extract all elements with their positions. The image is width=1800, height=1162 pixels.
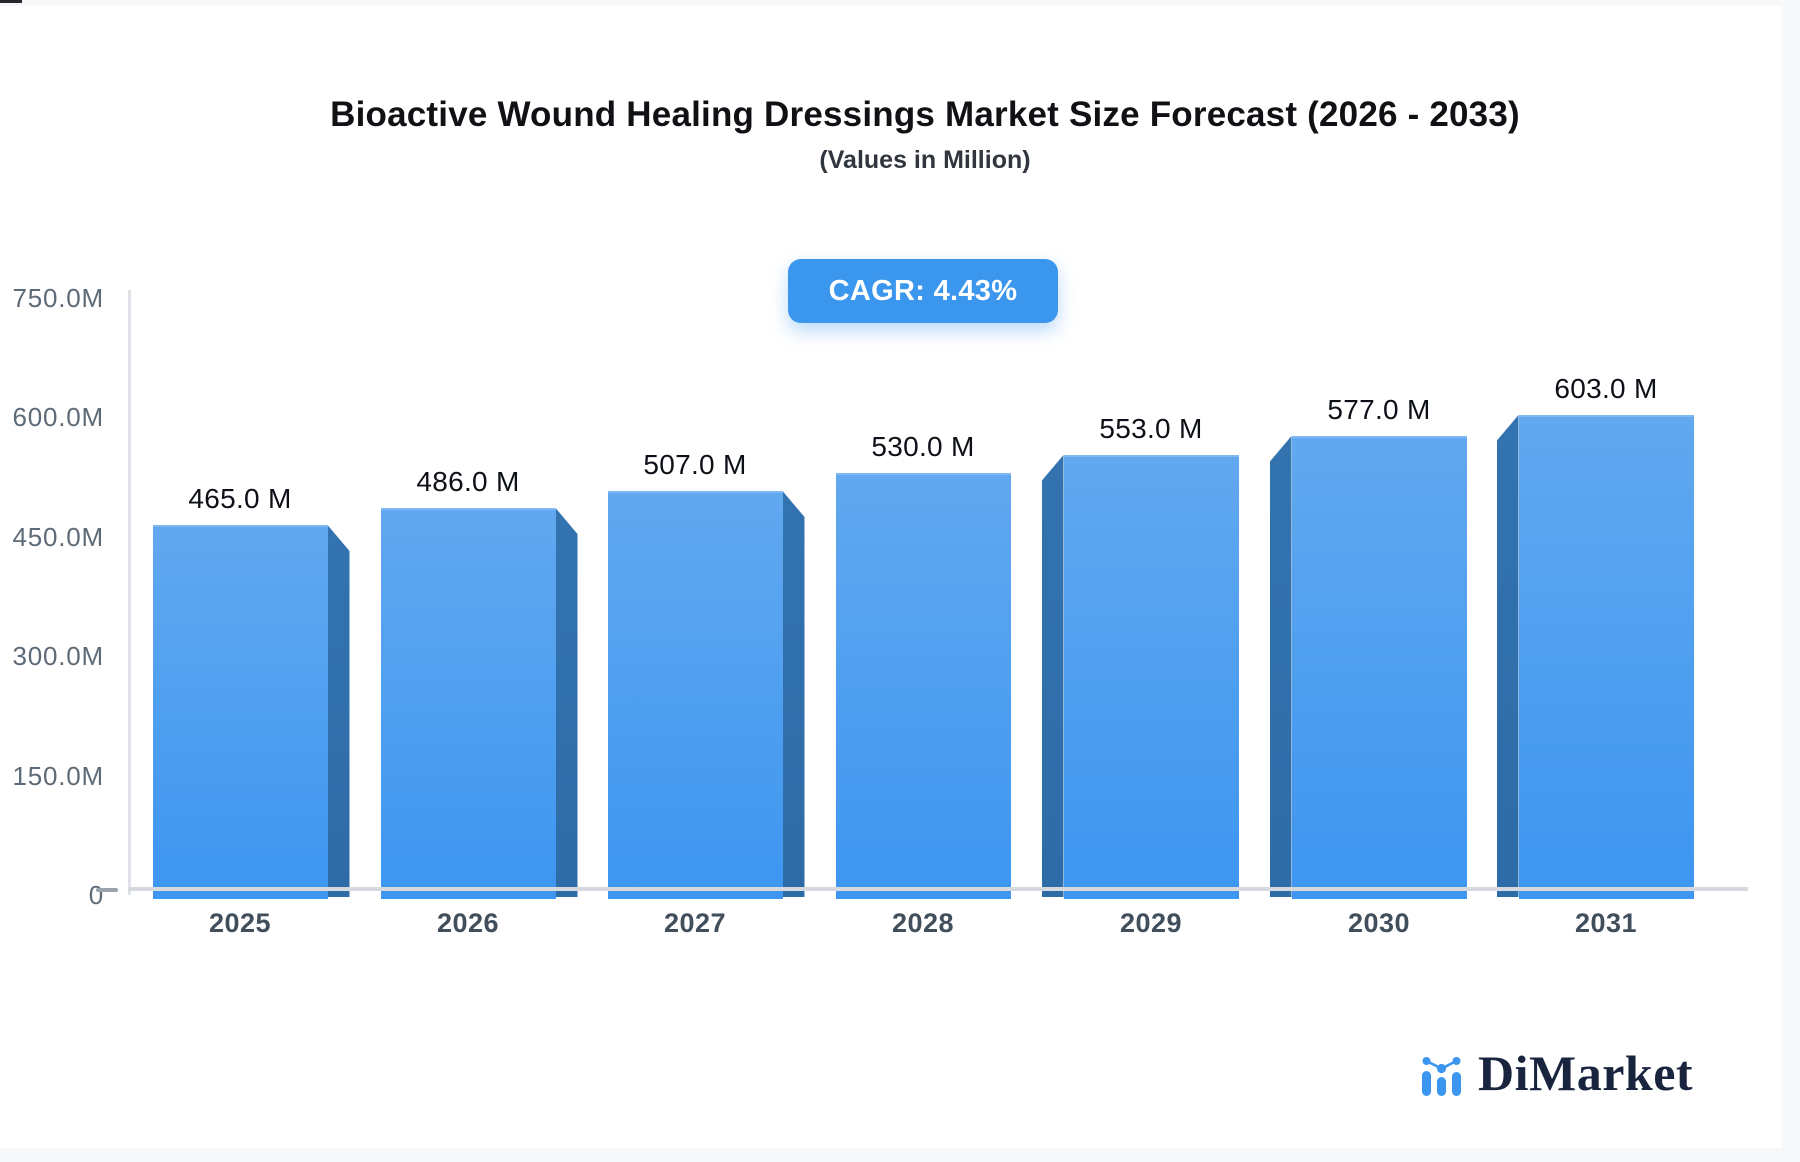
- chart-header: Bioactive Wound Healing Dressings Market…: [50, 92, 1800, 176]
- bar-3d-side: [555, 508, 578, 897]
- cagr-badge-label: CAGR: 4.43%: [828, 274, 1018, 307]
- x-axis-label: 2026: [436, 908, 500, 938]
- bar-value-label: 465.0 M: [188, 483, 292, 514]
- bar-2026: [380, 508, 556, 899]
- plot-area: 750.0M 600.0M 450.0M 300.0M 150.0M 0 465.0 M 4…: [0, 6, 1800, 1162]
- x-axis-label: 2030: [1347, 908, 1411, 938]
- bar-value-label: 577.0 M: [1327, 394, 1431, 425]
- x-axis-baseline: [128, 887, 1748, 891]
- bar-3d-side: [1496, 415, 1519, 897]
- bar-value-label: 507.0 M: [643, 449, 747, 480]
- y-axis-label: 0: [88, 880, 104, 910]
- bar-3d-side: [327, 525, 350, 897]
- bar-2030: [1291, 436, 1467, 899]
- bar-value-label: 603.0 M: [1554, 373, 1658, 404]
- dimarket-logo-text: DiMarket: [1478, 1045, 1694, 1101]
- bar-2028: [835, 473, 1011, 899]
- x-axis-label: 2031: [1574, 908, 1638, 938]
- y-axis-line: [128, 290, 131, 895]
- screenshot-edge-artifact: [0, 0, 22, 3]
- bar-3d-side: [1269, 436, 1292, 897]
- x-axis-label: 2029: [1119, 908, 1183, 938]
- x-axis-label: 2027: [663, 908, 727, 938]
- x-axis-label: 2025: [208, 908, 272, 938]
- chart-subtitle: (Values in Million): [819, 146, 1031, 174]
- y-axis-label: 750.0M: [12, 283, 104, 313]
- bar-2025: [152, 525, 328, 899]
- x-axis-label: 2028: [891, 908, 955, 938]
- dimarket-logo: DiMarket: [1420, 1044, 1693, 1102]
- bar-value-label: 530.0 M: [871, 431, 975, 462]
- y-axis-label: 150.0M: [12, 760, 104, 791]
- bar-value-label: 486.0 M: [416, 466, 520, 497]
- bar-3d-side: [782, 491, 805, 897]
- cagr-badge: CAGR: 4.43%: [788, 259, 1058, 323]
- y-axis-label: 600.0M: [12, 402, 104, 433]
- mini-bar-line-chart-icon: [1422, 1057, 1461, 1096]
- bar-2031: [1518, 415, 1694, 899]
- y-axis-label: 450.0M: [12, 521, 104, 552]
- bar-2027: [607, 491, 783, 899]
- chart-canvas: Bioactive Wound Healing Dressings Market…: [0, 0, 1782, 1148]
- bar-3d-side: [1041, 455, 1064, 897]
- y-axis-label: 300.0M: [12, 641, 104, 672]
- chart-title: Bioactive Wound Healing Dressings Market…: [330, 95, 1520, 134]
- zero-tick-mark: [96, 888, 118, 892]
- bar-value-label: 553.0 M: [1099, 413, 1203, 444]
- bar-2029: [1063, 455, 1239, 899]
